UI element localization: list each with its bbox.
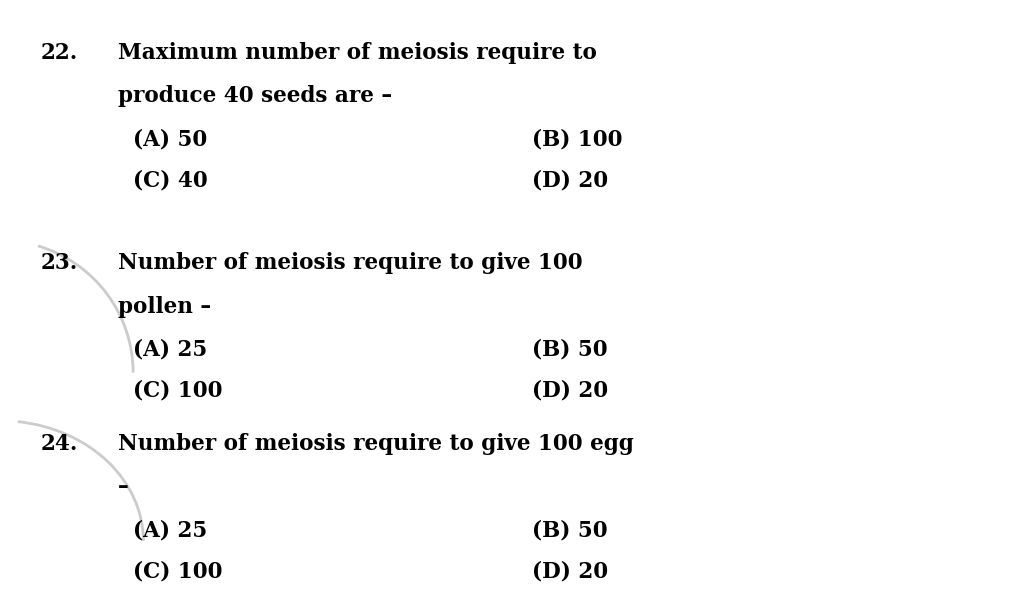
- Text: (A) 50: (A) 50: [133, 129, 208, 151]
- Text: (D) 20: (D) 20: [532, 169, 608, 192]
- Text: (D) 20: (D) 20: [532, 380, 608, 402]
- Text: produce 40 seeds are –: produce 40 seeds are –: [118, 85, 392, 108]
- Text: (C) 100: (C) 100: [133, 380, 222, 402]
- Text: 24.: 24.: [41, 433, 78, 455]
- Text: (A) 25: (A) 25: [133, 339, 208, 361]
- Text: 23.: 23.: [41, 252, 78, 275]
- Text: 22.: 22.: [41, 42, 78, 64]
- Text: (D) 20: (D) 20: [532, 560, 608, 582]
- Text: (A) 25: (A) 25: [133, 519, 208, 542]
- Text: pollen –: pollen –: [118, 296, 211, 318]
- Text: Number of meiosis require to give 100 egg: Number of meiosis require to give 100 eg…: [118, 433, 634, 455]
- Text: (B) 50: (B) 50: [532, 339, 608, 361]
- Text: –: –: [118, 476, 128, 498]
- Text: Number of meiosis require to give 100: Number of meiosis require to give 100: [118, 252, 583, 275]
- Text: (B) 50: (B) 50: [532, 519, 608, 542]
- Text: Maximum number of meiosis require to: Maximum number of meiosis require to: [118, 42, 597, 64]
- Text: (C) 100: (C) 100: [133, 560, 222, 582]
- Text: (B) 100: (B) 100: [532, 129, 623, 151]
- Text: (C) 40: (C) 40: [133, 169, 208, 192]
